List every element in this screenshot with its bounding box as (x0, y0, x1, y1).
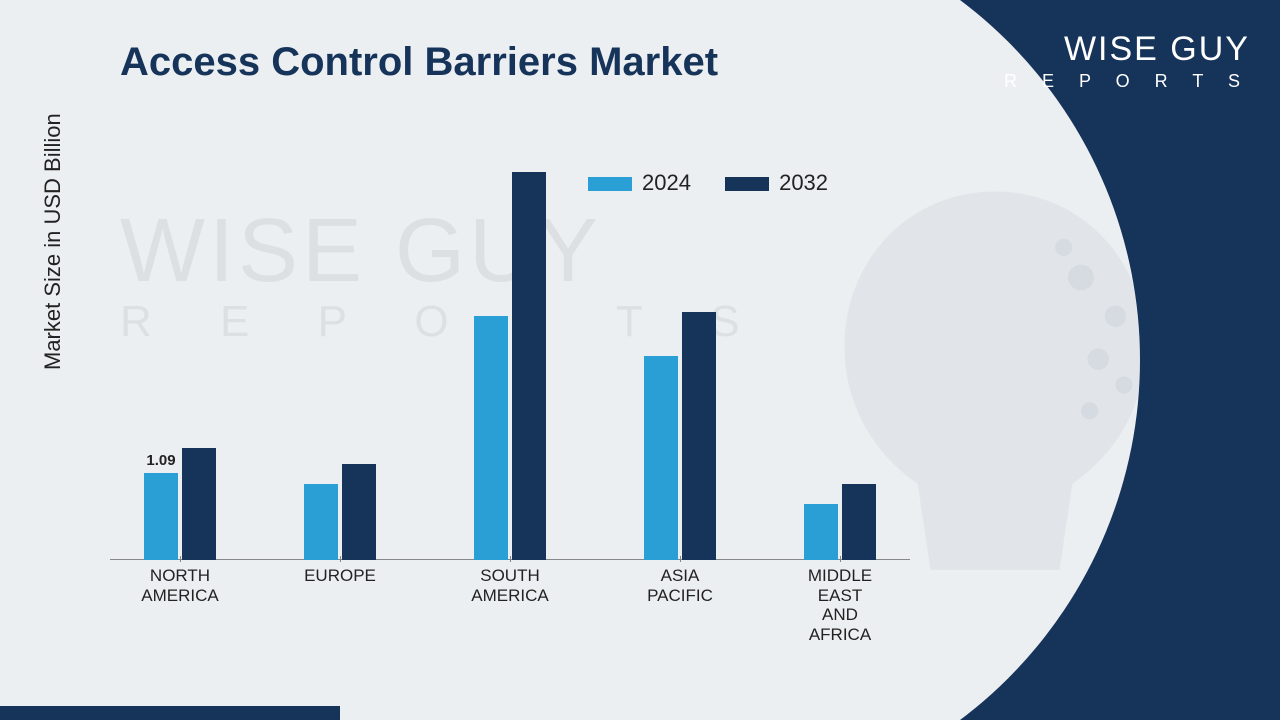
bar (342, 464, 376, 560)
brand-logo: WISE GUY R E P O R T S (1004, 30, 1250, 92)
bar (182, 448, 216, 560)
plot-area: NORTHAMERICAEUROPESOUTHAMERICAASIAPACIFI… (110, 160, 910, 560)
category-label: NORTHAMERICA (125, 566, 235, 605)
bar (512, 172, 546, 560)
category-label: MIDDLEEASTANDAFRICA (785, 566, 895, 644)
bar (304, 484, 338, 560)
bar (474, 316, 508, 560)
category-label: SOUTHAMERICA (455, 566, 565, 605)
bar (144, 473, 178, 560)
logo-line2: R E P O R T S (1004, 71, 1250, 92)
chart-title: Access Control Barriers Market (120, 40, 718, 85)
y-axis-label: Market Size in USD Billion (40, 113, 66, 370)
category-label: EUROPE (285, 566, 395, 586)
stage: WISE GUY R E P O R T S Access Control Ba… (0, 0, 1280, 720)
category-label: ASIAPACIFIC (625, 566, 735, 605)
bar-value-label: 1.09 (136, 452, 186, 469)
logo-line1: WISE GUY (1004, 30, 1250, 69)
bar (644, 356, 678, 560)
footer-bar (0, 706, 340, 720)
bar (842, 484, 876, 560)
bar (804, 504, 838, 560)
bar (682, 312, 716, 560)
